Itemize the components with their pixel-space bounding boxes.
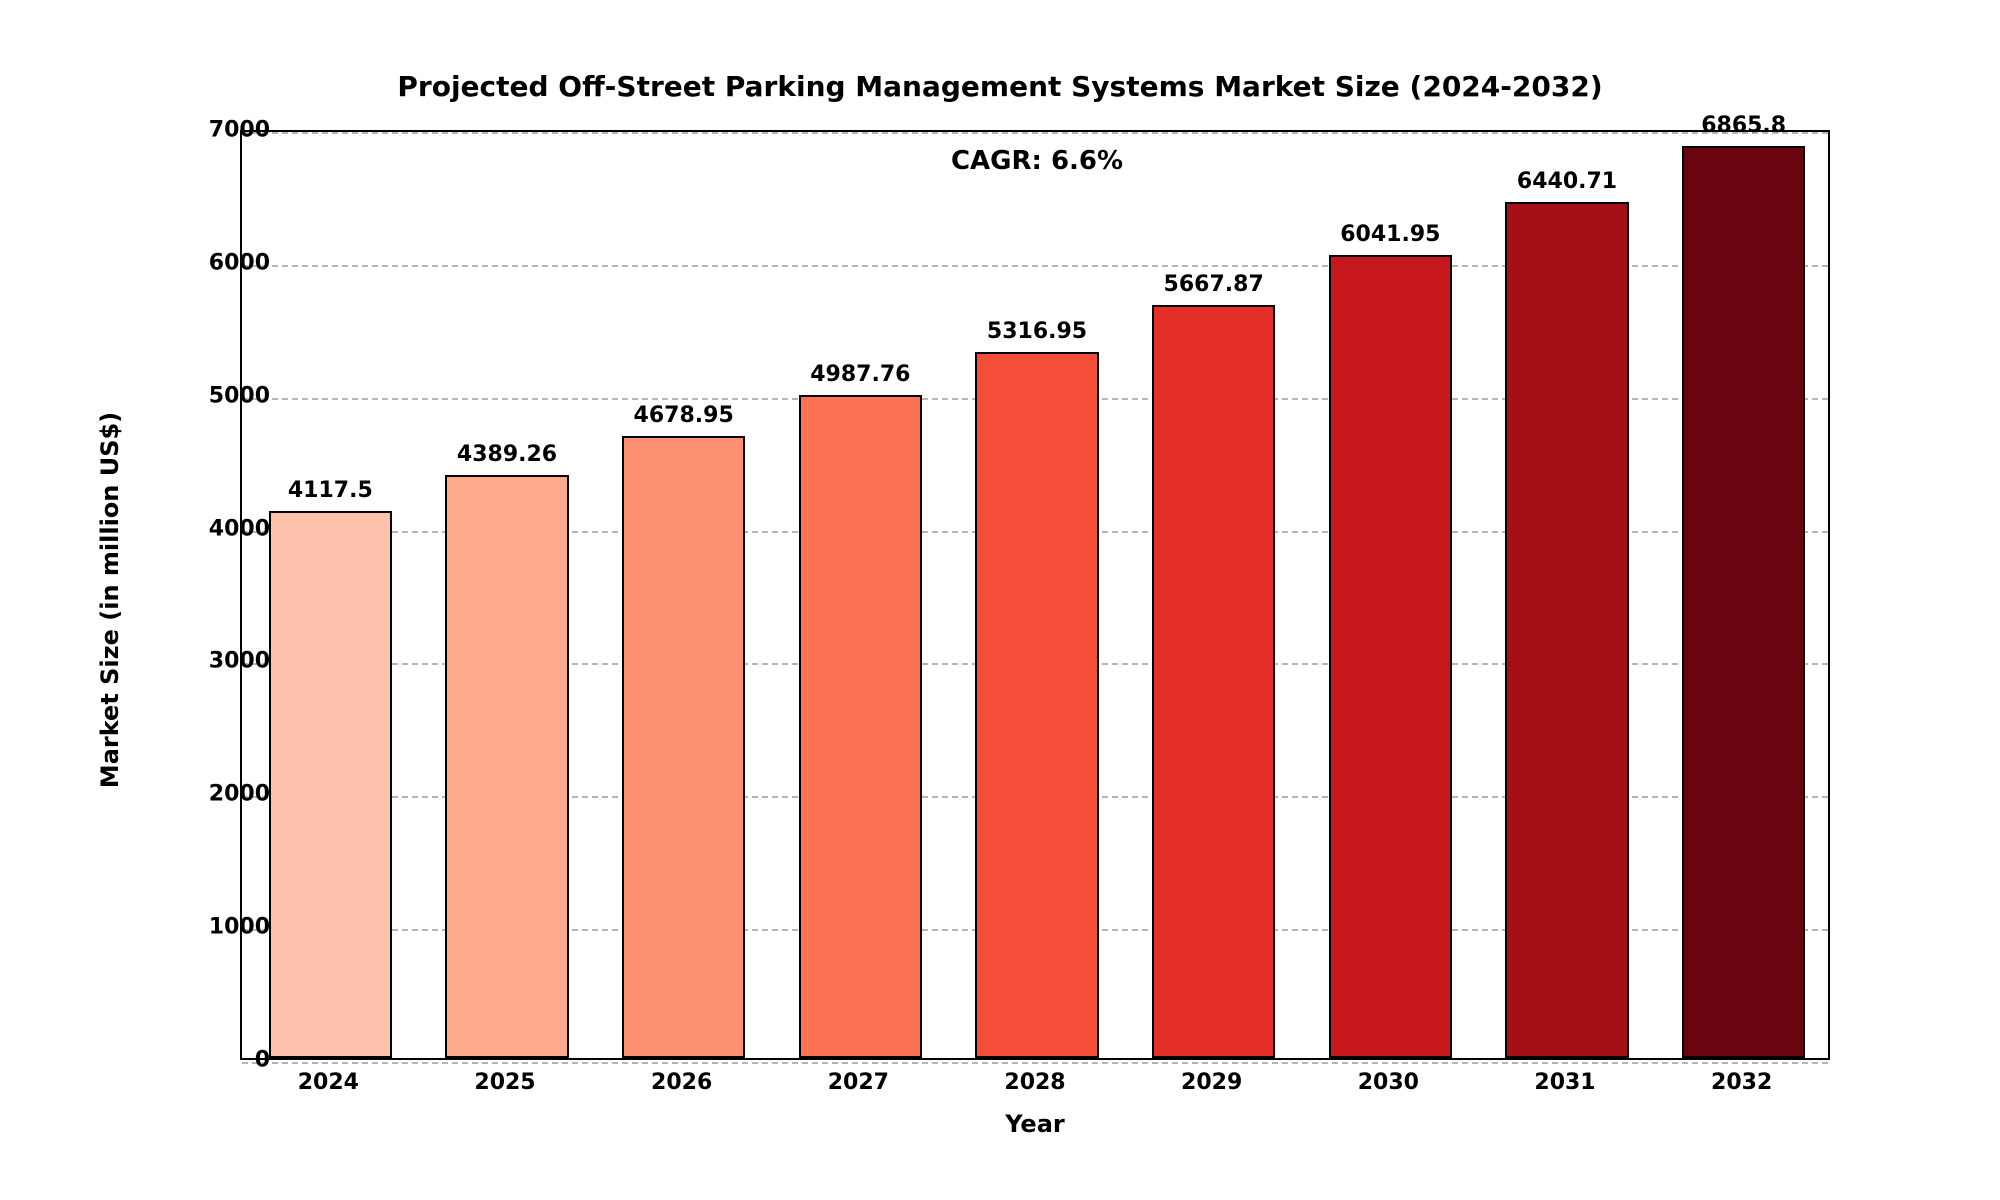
x-tick-label: 2025 (474, 1070, 535, 1095)
y-tick-label: 7000 (209, 118, 270, 143)
chart-container: Projected Off-Street Parking Management … (130, 70, 1870, 1130)
bar (1329, 255, 1453, 1058)
y-tick-label: 6000 (209, 250, 270, 275)
bar-value-label: 5316.95 (987, 319, 1087, 344)
gridline (242, 1062, 1828, 1064)
bar (1505, 202, 1629, 1058)
bar (1682, 146, 1806, 1058)
bar-value-label: 5667.87 (1164, 272, 1264, 297)
x-tick-label: 2024 (298, 1070, 359, 1095)
bar-value-label: 4987.76 (810, 362, 910, 387)
plot-area: 4117.5 4389.26 4678.95 4987.76 5316.95 5667.8… (240, 130, 1830, 1060)
bar-value-label: 4117.5 (288, 478, 373, 503)
bar-value-label: 6865.8 (1701, 113, 1786, 138)
bar-value-label: 4678.95 (634, 403, 734, 428)
x-tick-label: 2031 (1534, 1070, 1595, 1095)
x-tick-label: 2026 (651, 1070, 712, 1095)
bar (445, 475, 569, 1058)
x-tick-label: 2027 (828, 1070, 889, 1095)
y-tick-label: 3000 (209, 649, 270, 674)
bar-value-label: 6440.71 (1517, 169, 1617, 194)
bar-value-label: 4389.26 (457, 442, 557, 467)
y-tick-label: 2000 (209, 782, 270, 807)
y-tick-label: 0 (255, 1048, 270, 1073)
bar (622, 436, 746, 1058)
bar-value-label: 6041.95 (1340, 222, 1440, 247)
x-tick-label: 2029 (1181, 1070, 1242, 1095)
y-tick-label: 1000 (209, 915, 270, 940)
bar (799, 395, 923, 1058)
x-tick-label: 2030 (1358, 1070, 1419, 1095)
gridline (242, 132, 1828, 134)
chart-title: Projected Off-Street Parking Management … (130, 70, 1870, 103)
bar (269, 511, 393, 1058)
x-axis-label: Year (240, 1110, 1830, 1138)
y-tick-label: 5000 (209, 383, 270, 408)
y-axis-label: Market Size (in million US$) (96, 412, 124, 788)
y-tick-label: 4000 (209, 516, 270, 541)
x-tick-label: 2032 (1711, 1070, 1772, 1095)
bar (1152, 305, 1276, 1058)
x-tick-label: 2028 (1004, 1070, 1065, 1095)
bar (975, 352, 1099, 1058)
cagr-annotation: CAGR: 6.6% (951, 146, 1123, 176)
